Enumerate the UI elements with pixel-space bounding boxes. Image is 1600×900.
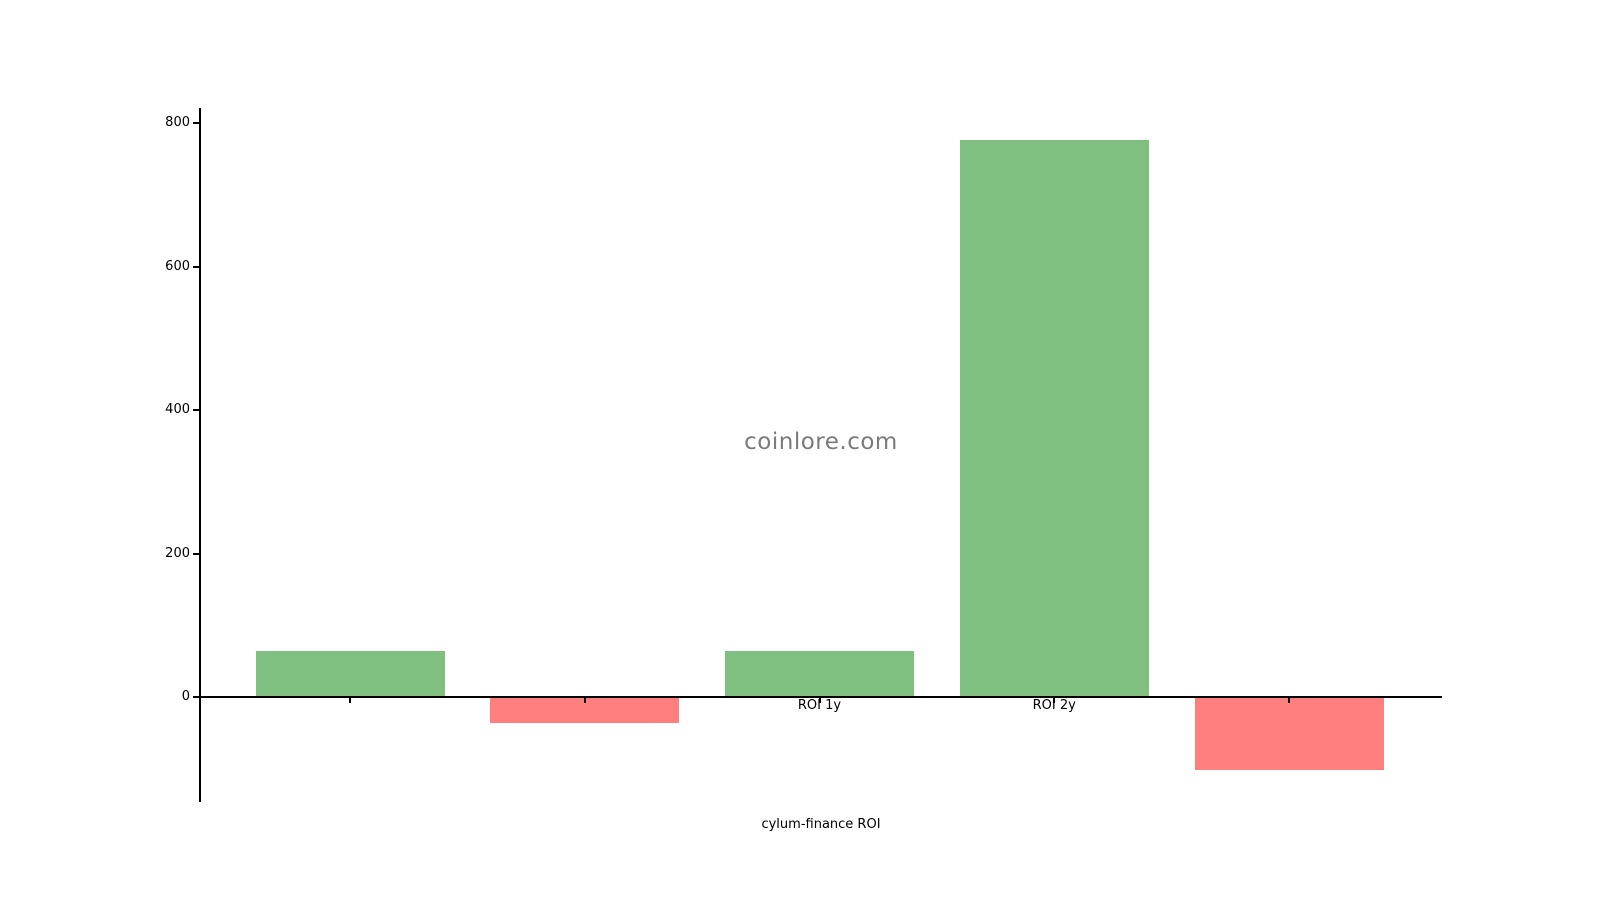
bar-positive <box>959 139 1149 698</box>
x-tick-mark <box>1288 697 1290 703</box>
x-tick-label: ROI 2y <box>1032 698 1076 713</box>
bar-positive <box>255 650 445 698</box>
y-tick-label: 600 <box>165 258 190 274</box>
chart-title: cylum-finance ROI <box>761 817 881 832</box>
y-tick-mark <box>193 409 199 411</box>
x-tick-mark <box>818 697 821 703</box>
x-axis-zero-line <box>199 696 1442 698</box>
y-tick-label: 200 <box>165 545 190 561</box>
x-tick-mark <box>1053 697 1056 703</box>
y-tick-mark <box>193 122 199 124</box>
y-tick-label: 400 <box>165 402 190 417</box>
bar-positive <box>725 650 914 698</box>
bar-negative <box>1194 698 1384 770</box>
watermark-text: coinlore.com <box>744 429 898 455</box>
y-axis-line <box>199 108 201 802</box>
y-tick-label: 0 <box>181 689 190 704</box>
y-tick-label: 800 <box>165 115 190 130</box>
y-tick-mark <box>193 265 199 268</box>
x-tick-mark <box>583 697 586 703</box>
x-tick-mark <box>349 697 351 703</box>
y-tick-mark <box>193 552 199 555</box>
y-tick-mark <box>193 696 199 698</box>
x-tick-label: ROI 1y <box>797 698 842 713</box>
